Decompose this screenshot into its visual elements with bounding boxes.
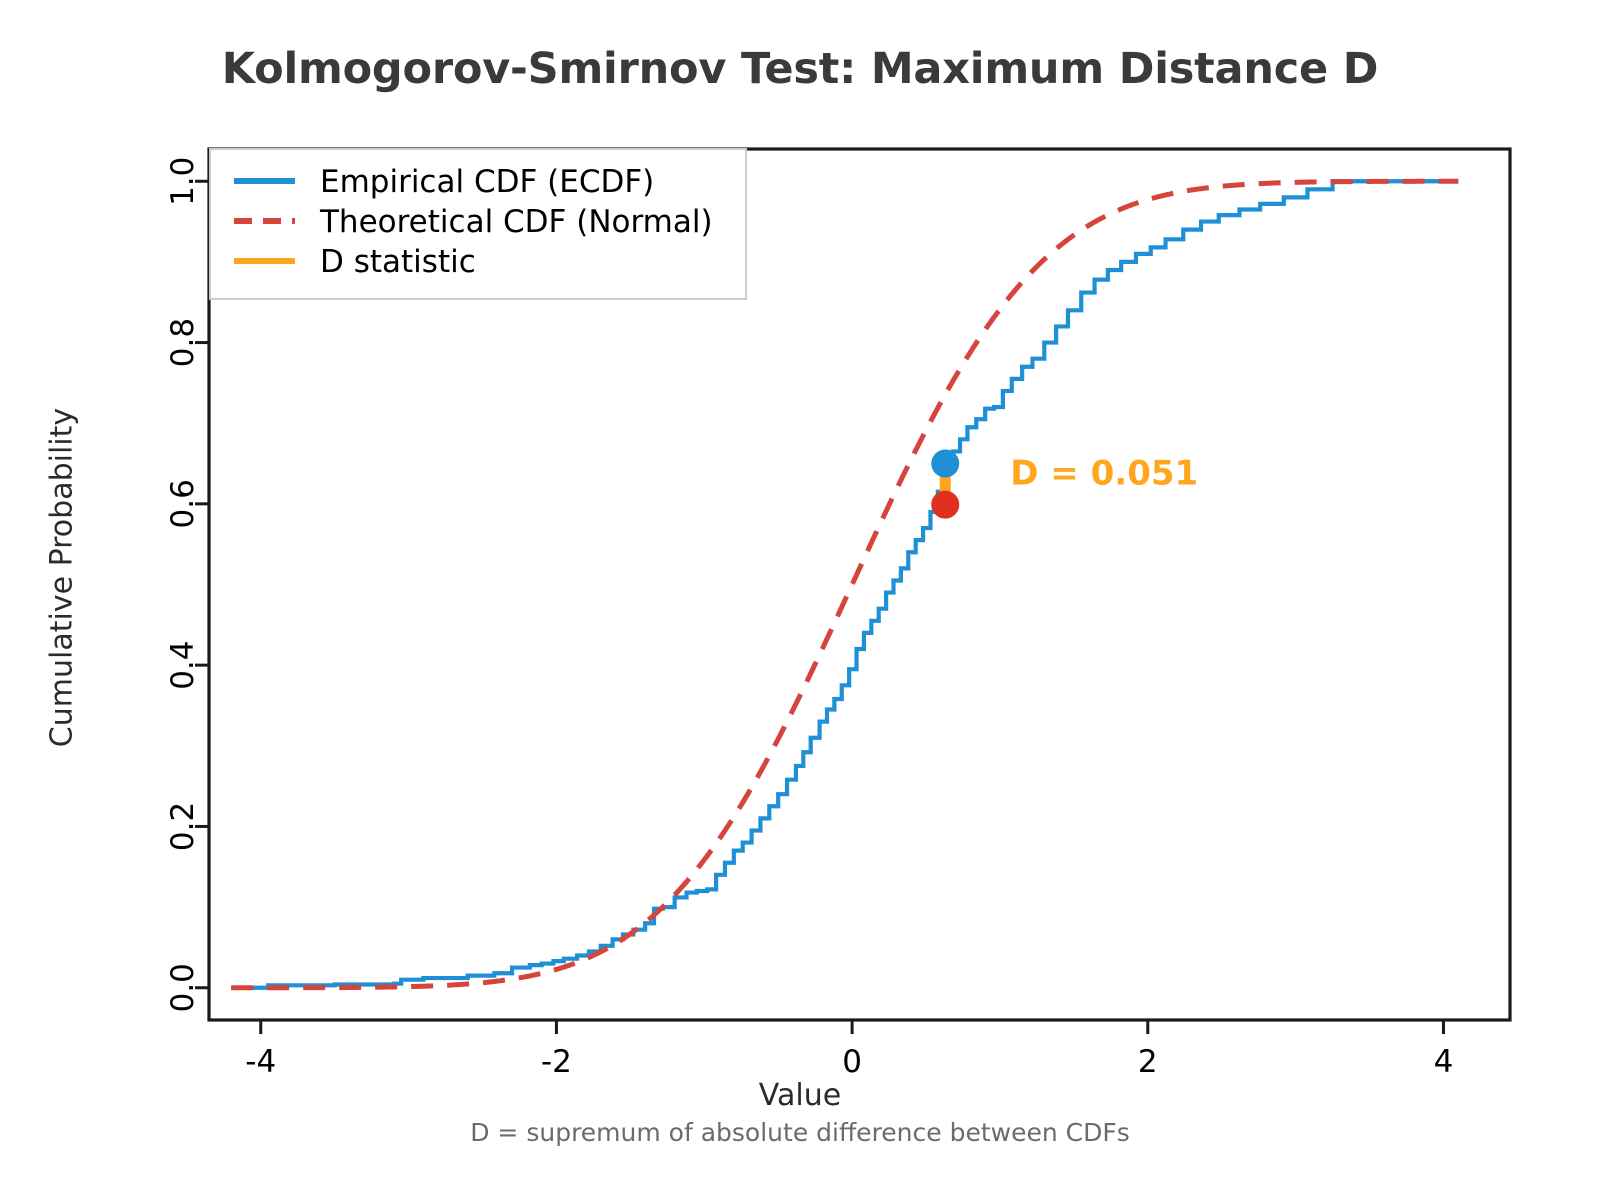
d-value-label: D = 0.051 <box>1010 454 1198 494</box>
x-tick-label: 4 <box>1434 1044 1454 1080</box>
y-tick-label: 0.2 <box>165 802 201 851</box>
x-tick-label: 0 <box>842 1044 862 1080</box>
y-tick-label: 0.0 <box>165 963 201 1012</box>
y-tick-label: 1.0 <box>165 157 201 206</box>
data-series <box>231 178 1459 991</box>
figure-caption: D = supremum of absolute difference betw… <box>470 1118 1130 1147</box>
theoretical-marker-point <box>931 490 960 519</box>
axis-ticks: -4 -2 0 2 4 0.0 0.2 0.4 0.6 0.8 1.0 <box>165 157 1453 1080</box>
x-tick-label: -4 <box>245 1044 276 1080</box>
x-axis-label: Value <box>758 1078 842 1113</box>
legend-label: Theoretical CDF (Normal) <box>319 204 713 240</box>
y-tick-label: 0.6 <box>165 479 201 528</box>
x-tick-label: 2 <box>1138 1044 1158 1080</box>
x-tick-label: -2 <box>541 1044 572 1080</box>
ecdf-marker-point <box>931 449 960 478</box>
theoretical-cdf-line <box>231 178 1459 991</box>
legend-label: D statistic <box>320 244 476 280</box>
y-tick-label: 0.4 <box>165 640 201 689</box>
y-tick-label: 0.8 <box>165 318 201 367</box>
ecdf-step-line <box>231 179 1459 990</box>
y-axis-label: Cumulative Probability <box>44 407 80 748</box>
plot-border <box>207 147 1512 1022</box>
axes-frame <box>207 147 1512 1022</box>
legend-label: Empirical CDF (ECDF) <box>320 164 654 200</box>
d-statistic-annotation: D = 0.051 <box>931 449 1198 519</box>
legend-box <box>209 148 747 300</box>
chart-title: Kolmogorov-Smirnov Test: Maximum Distanc… <box>221 44 1379 94</box>
chart-legend: Empirical CDF (ECDF) Theoretical CDF (Nor… <box>209 148 747 300</box>
